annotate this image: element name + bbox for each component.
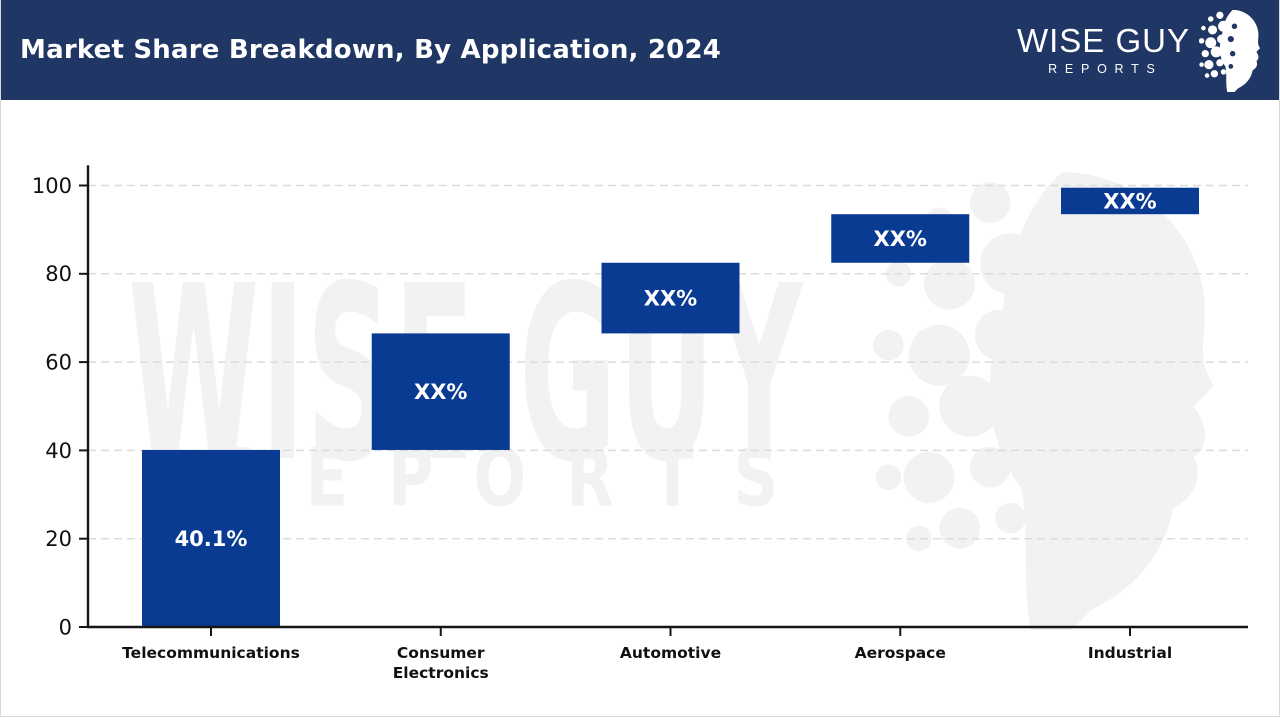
y-tick-label-40: 40: [45, 439, 72, 463]
category-label-line: Electronics: [393, 664, 489, 682]
bar-automotive: [601, 262, 740, 334]
header-bar: Market Share Breakdown, By Application, …: [0, 0, 1280, 100]
category-label-line: Industrial: [1088, 644, 1172, 662]
category-label: Telecommunications: [122, 644, 300, 662]
page-title: Market Share Breakdown, By Application, …: [20, 35, 722, 65]
y-tick-label-80: 80: [45, 262, 72, 286]
y-tick-label-100: 100: [32, 174, 72, 198]
brand-face-icon: [1192, 8, 1266, 92]
category-label-line: Consumer: [397, 644, 485, 662]
category-label: Consumer Electronics: [393, 644, 489, 682]
bar-value-label: XX%: [1103, 189, 1156, 213]
category-label-line: Automotive: [620, 644, 721, 662]
bar-industrial: [1061, 187, 1199, 215]
chart-area: WISE GUY REPORTS 0 20 40 60 80 100 40.1% Teleco…: [0, 100, 1280, 720]
bar-value-label: 40.1%: [175, 527, 248, 551]
category-label: Automotive: [620, 644, 721, 662]
category-label: Industrial: [1088, 644, 1172, 662]
y-tick-label-20: 20: [45, 527, 72, 551]
brand-subname: REPORTS: [1048, 62, 1163, 77]
bar-consumer-electronics: [371, 333, 510, 450]
bar-value-label: XX%: [644, 286, 697, 310]
bar-telecommunications: [142, 449, 280, 627]
category-label-line: Aerospace: [855, 644, 946, 662]
brand-name: WISE GUY: [1016, 22, 1190, 60]
bar-value-label: XX%: [874, 227, 927, 251]
category-label-line: Telecommunications: [122, 644, 300, 662]
brand-logo-text: WISE GUY REPORTS: [1017, 24, 1190, 76]
waterfall-chart: 0 20 40 60 80 100 40.1% Telecommunications XX% Co…: [32, 165, 1248, 682]
brand-logo: WISE GUY REPORTS: [1017, 8, 1280, 92]
bar-aerospace: [831, 214, 970, 263]
y-tick-label-0: 0: [59, 615, 72, 639]
bar-value-label: XX%: [414, 380, 467, 404]
category-label: Aerospace: [855, 644, 946, 662]
y-tick-label-60: 60: [45, 350, 72, 374]
